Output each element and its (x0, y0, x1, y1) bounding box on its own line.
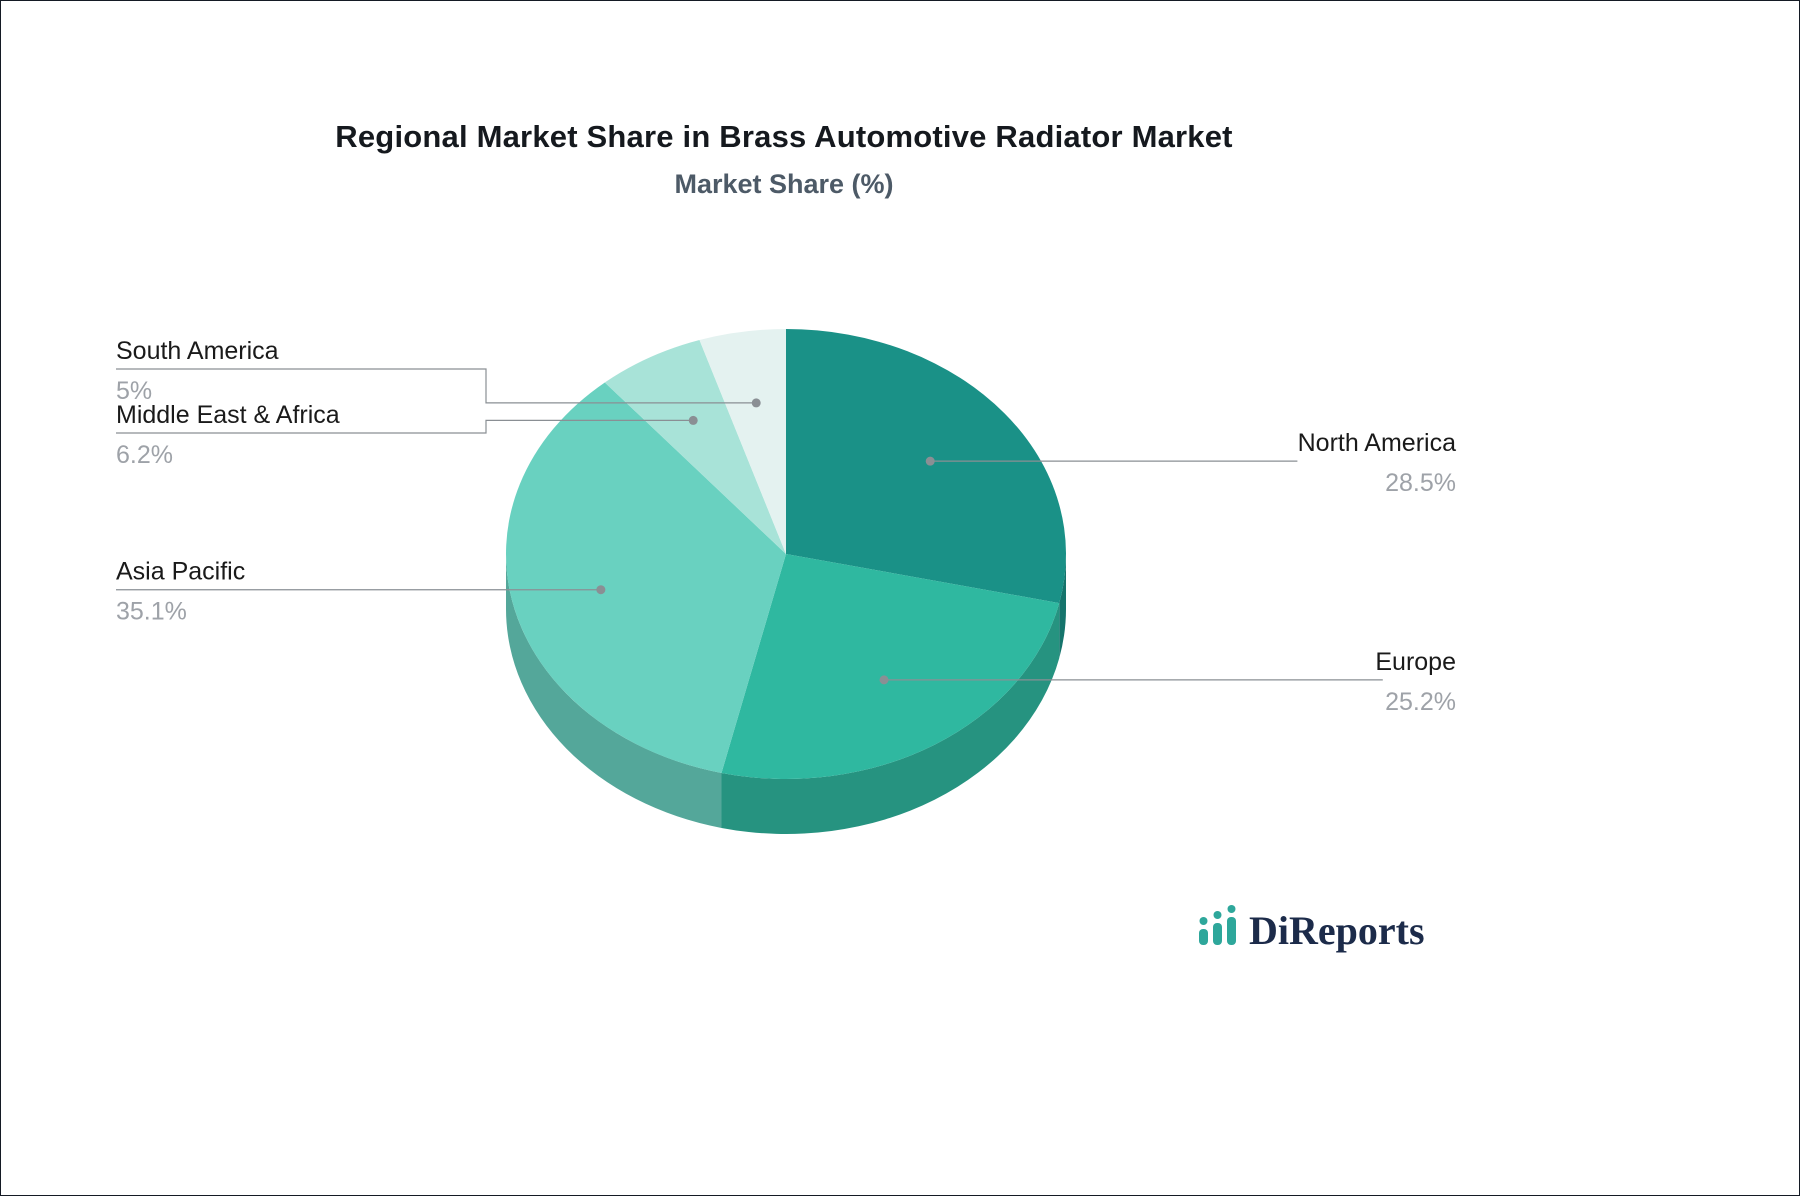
callout-dot-north-america (925, 456, 935, 466)
pie-slice-middle-east-africa[interactable] (604, 340, 786, 554)
slice-label-value-middle-east-africa: 6.2% (116, 441, 173, 469)
pie-slice-europe[interactable] (721, 554, 1060, 779)
logo-dot (1199, 917, 1208, 925)
slice-label-name-middle-east-africa: Middle East & Africa (116, 401, 340, 429)
logo-bar (1199, 929, 1208, 945)
slice-label-name-europe: Europe (1375, 648, 1456, 676)
brand-logo-text: DiReports (1249, 908, 1425, 953)
slice-label-name-asia-pacific: Asia Pacific (116, 558, 245, 586)
callout-line-south-america (116, 368, 757, 404)
brand-logo: DiReports (1197, 903, 1425, 951)
logo-dot (1213, 911, 1222, 919)
callout-dot-asia-pacific (596, 585, 606, 595)
logo-dot (1227, 905, 1236, 913)
chart-subtitle: Market Share (%) (674, 169, 894, 199)
logo-bar (1213, 923, 1222, 945)
pie-slice-south-america[interactable] (699, 329, 786, 554)
slice-label-name-south-america: South America (116, 337, 279, 365)
slice-label-value-europe: 25.2% (1385, 688, 1456, 716)
callout-line-middle-east-africa (116, 419, 694, 434)
pie-slice-side-asia-pacific (506, 554, 722, 828)
pie-slice-asia-pacific[interactable] (506, 382, 786, 773)
pie-slice-side-north-america (1059, 554, 1066, 659)
callout-dot-middle-east-africa (688, 415, 698, 425)
slice-label-value-north-america: 28.5% (1385, 469, 1456, 497)
slice-label-name-north-america: North America (1298, 429, 1456, 457)
slice-label-value-south-america: 5% (116, 377, 152, 405)
logo-bar (1227, 917, 1236, 945)
slice-label-value-asia-pacific: 35.1% (116, 598, 187, 626)
callout-dot-south-america (751, 398, 761, 408)
pie-slice-north-america[interactable] (786, 329, 1066, 604)
bar-chart-icon (1199, 905, 1236, 945)
pie-slice-side-europe (721, 603, 1060, 834)
chart-title: Regional Market Share in Brass Automotiv… (335, 119, 1233, 154)
callout-dot-europe (879, 675, 889, 685)
